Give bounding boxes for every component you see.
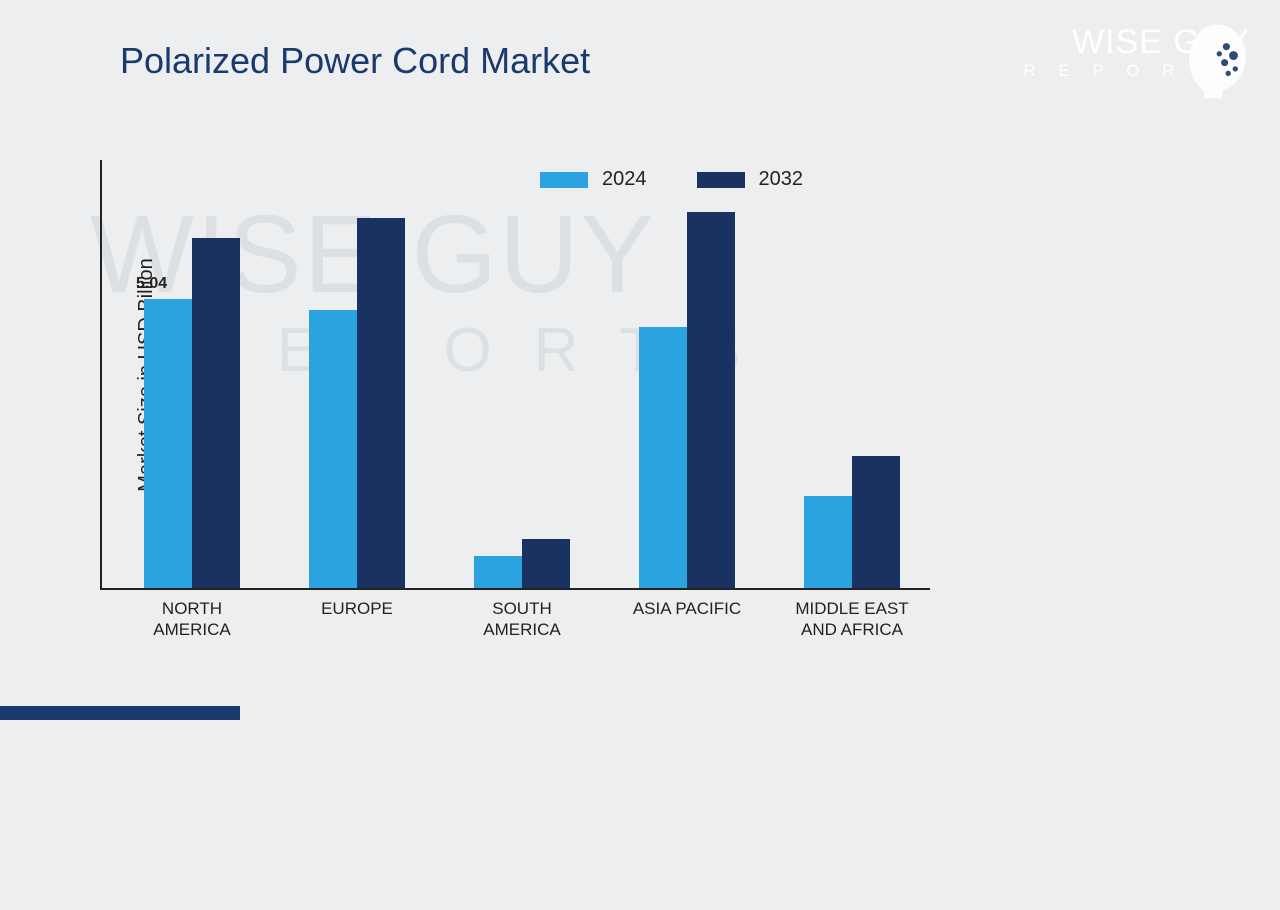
bar xyxy=(804,496,852,588)
category-label: EUROPE xyxy=(292,598,422,619)
bar xyxy=(687,212,735,588)
category-label: NORTH AMERICA xyxy=(127,598,257,641)
category-label: MIDDLE EAST AND AFRICA xyxy=(787,598,917,641)
bottom-accent-bar xyxy=(0,706,240,720)
logo: WISE GUY R E P O R T S xyxy=(990,25,1250,81)
chart-area: Market Size in USD Billion 2024 2032 NOR… xyxy=(100,160,930,590)
bar xyxy=(474,556,522,588)
bar xyxy=(309,310,357,588)
logo-head-icon xyxy=(1180,20,1255,100)
plot: NORTH AMERICA EUROPE SOUTH AMERICA ASIA PAC… xyxy=(100,160,930,590)
bar xyxy=(639,327,687,588)
bar-group: MIDDLE EAST AND AFRICA xyxy=(797,158,907,588)
bar-value-label: 5.04 xyxy=(136,275,167,293)
bar xyxy=(522,539,570,588)
category-label: SOUTH AMERICA xyxy=(457,598,587,641)
bar-group: EUROPE xyxy=(302,158,412,588)
bar-group: ASIA PACIFIC xyxy=(632,158,742,588)
bar-group: SOUTH AMERICA xyxy=(467,158,577,588)
bar xyxy=(852,456,900,588)
chart-title: Polarized Power Cord Market xyxy=(120,40,590,82)
bar xyxy=(144,299,192,588)
bar xyxy=(357,218,405,588)
bar xyxy=(192,238,240,588)
bar-group: NORTH AMERICA xyxy=(137,158,247,588)
category-label: ASIA PACIFIC xyxy=(622,598,752,619)
